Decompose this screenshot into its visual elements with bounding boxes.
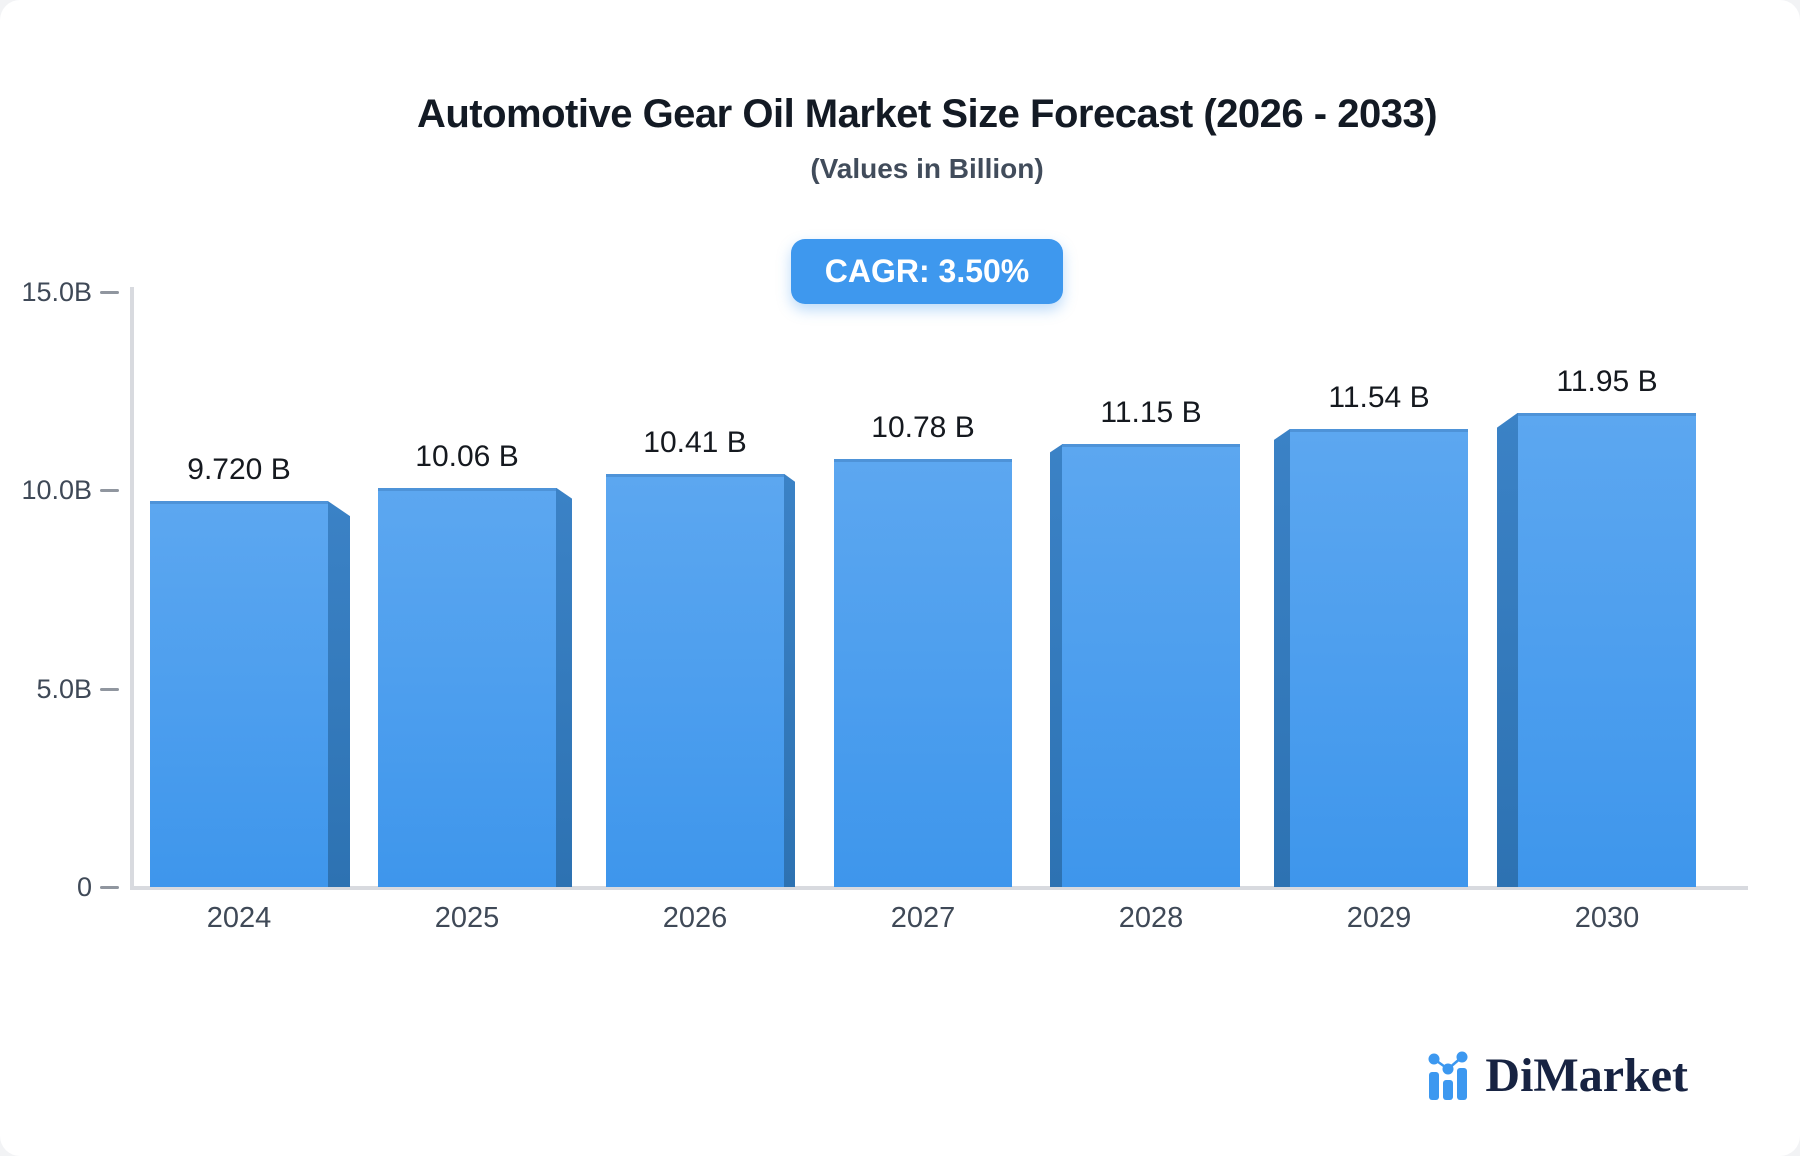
mini-bar-chart-icon [1428, 1051, 1468, 1100]
bar-value-label: 10.06 B [415, 439, 519, 473]
brand-logo-text: DiMarket [1485, 1049, 1688, 1102]
y-axis-tick-label: 10.0B [21, 475, 92, 505]
bar-side-3d [1274, 428, 1290, 887]
bar-value-label: 11.54 B [1328, 380, 1430, 414]
bar-value-label: 10.41 B [643, 425, 747, 459]
y-tick-dash [100, 290, 119, 294]
y-axis-tick-label: 0 [76, 872, 92, 902]
bar-face [150, 501, 328, 887]
bar-side-3d [556, 487, 572, 887]
chart-title: Automotive Gear Oil Market Size Forecast… [416, 92, 1438, 136]
x-axis-label: 2027 [890, 902, 956, 934]
y-axis-tick-label: 15.0B [21, 276, 92, 307]
bar-face [1290, 428, 1468, 887]
bar-value-label: 10.78 B [871, 411, 975, 445]
bar-side-3d [1050, 444, 1062, 887]
x-axis-label: 2030 [1574, 902, 1640, 934]
bar-value-label: 11.95 B [1556, 364, 1658, 398]
x-axis-label: 2026 [662, 902, 728, 934]
bar-face [1518, 412, 1696, 887]
chart-header: Automotive Gear Oil Market Size Forecast… [50, 92, 1800, 304]
brand-logo: DiMarket [1427, 1050, 1688, 1100]
bar-face [1062, 444, 1240, 887]
chart-subtitle: (Values in Billion) [810, 153, 1044, 184]
y-axis-line [130, 287, 134, 890]
bar-face [606, 473, 784, 887]
bar-value-label: 11.15 B [1100, 396, 1202, 430]
x-axis-label: 2024 [206, 902, 272, 934]
y-tick-dash [100, 886, 119, 889]
x-axis-line [130, 886, 1748, 890]
bar-side-3d [1497, 412, 1518, 887]
y-axis-tick-label: 5.0B [36, 673, 92, 704]
cagr-badge: CAGR: 3.50% [790, 239, 1064, 304]
bar-side-3d [784, 473, 795, 887]
bar-face [834, 459, 1012, 887]
bar-value-label: 9.720 B [187, 453, 291, 487]
x-axis-label: 2025 [434, 902, 500, 934]
y-tick-dash [100, 687, 119, 691]
y-tick-dash [100, 489, 119, 492]
bar-face [378, 487, 556, 887]
bar-side-3d [328, 501, 350, 887]
x-axis-label: 2029 [1346, 902, 1412, 934]
x-axis-label: 2028 [1118, 902, 1184, 934]
